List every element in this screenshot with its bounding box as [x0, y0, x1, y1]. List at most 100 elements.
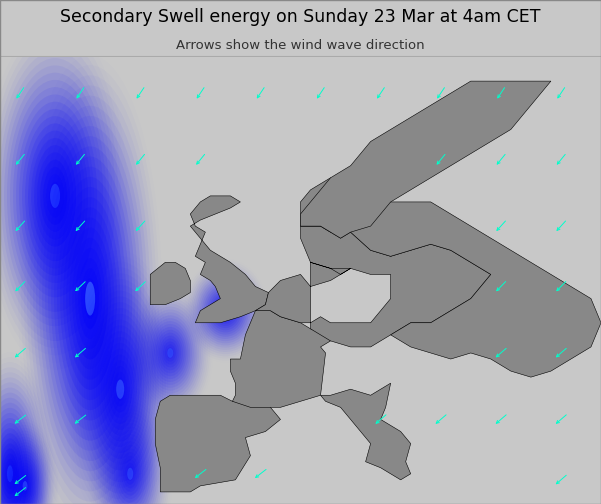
- Ellipse shape: [94, 326, 147, 453]
- Ellipse shape: [87, 308, 154, 470]
- Ellipse shape: [75, 248, 105, 349]
- Ellipse shape: [0, 433, 25, 504]
- Polygon shape: [255, 226, 491, 347]
- Ellipse shape: [0, 413, 32, 504]
- Ellipse shape: [78, 258, 102, 339]
- Ellipse shape: [28, 131, 82, 261]
- Ellipse shape: [1, 449, 19, 499]
- Ellipse shape: [5, 445, 45, 504]
- Ellipse shape: [168, 350, 172, 356]
- Ellipse shape: [34, 145, 76, 246]
- Ellipse shape: [113, 372, 127, 407]
- Ellipse shape: [36, 116, 144, 481]
- Ellipse shape: [101, 343, 139, 435]
- Ellipse shape: [123, 459, 138, 488]
- Polygon shape: [230, 310, 331, 407]
- Ellipse shape: [11, 457, 40, 504]
- Ellipse shape: [51, 167, 129, 430]
- Ellipse shape: [43, 167, 67, 225]
- Ellipse shape: [121, 456, 139, 492]
- Ellipse shape: [145, 312, 195, 394]
- Ellipse shape: [6, 448, 44, 504]
- Ellipse shape: [69, 227, 111, 369]
- Ellipse shape: [40, 160, 70, 232]
- Ellipse shape: [207, 289, 243, 333]
- Ellipse shape: [152, 324, 188, 382]
- Ellipse shape: [16, 469, 34, 503]
- Ellipse shape: [213, 295, 238, 326]
- Ellipse shape: [148, 318, 192, 388]
- Ellipse shape: [96, 331, 144, 447]
- Ellipse shape: [0, 408, 34, 504]
- Ellipse shape: [103, 349, 137, 430]
- Ellipse shape: [163, 341, 177, 364]
- Ellipse shape: [115, 377, 125, 401]
- Ellipse shape: [224, 308, 227, 313]
- Ellipse shape: [13, 94, 97, 297]
- Ellipse shape: [31, 138, 79, 254]
- Ellipse shape: [63, 207, 117, 390]
- Ellipse shape: [211, 293, 240, 328]
- Ellipse shape: [16, 102, 94, 290]
- Ellipse shape: [120, 452, 141, 495]
- Ellipse shape: [12, 460, 38, 504]
- Ellipse shape: [109, 430, 152, 504]
- Polygon shape: [320, 383, 410, 480]
- Ellipse shape: [37, 152, 73, 239]
- Ellipse shape: [150, 321, 190, 385]
- Ellipse shape: [22, 480, 28, 492]
- Ellipse shape: [1, 66, 109, 327]
- Ellipse shape: [106, 354, 135, 424]
- Ellipse shape: [156, 330, 185, 376]
- Ellipse shape: [7, 465, 13, 482]
- Ellipse shape: [13, 463, 37, 504]
- Ellipse shape: [0, 438, 23, 504]
- Ellipse shape: [0, 398, 37, 504]
- Ellipse shape: [4, 73, 106, 319]
- Ellipse shape: [85, 282, 95, 316]
- Ellipse shape: [0, 403, 35, 504]
- Ellipse shape: [222, 306, 229, 315]
- Ellipse shape: [81, 268, 99, 329]
- Ellipse shape: [222, 307, 228, 314]
- Ellipse shape: [127, 467, 134, 481]
- Ellipse shape: [84, 278, 96, 319]
- Text: Arrows show the wind wave direction: Arrows show the wind wave direction: [176, 39, 425, 52]
- Ellipse shape: [111, 434, 150, 504]
- Ellipse shape: [216, 300, 234, 322]
- Ellipse shape: [4, 443, 47, 504]
- Polygon shape: [155, 395, 281, 492]
- Ellipse shape: [57, 187, 123, 410]
- Ellipse shape: [159, 336, 181, 370]
- Text: Secondary Swell energy on Sunday 23 Mar at 4am CET: Secondary Swell energy on Sunday 23 Mar …: [60, 8, 541, 26]
- Ellipse shape: [3, 454, 17, 494]
- Ellipse shape: [54, 177, 126, 420]
- Ellipse shape: [15, 466, 35, 504]
- Ellipse shape: [19, 474, 31, 497]
- Ellipse shape: [23, 483, 26, 489]
- Ellipse shape: [66, 217, 114, 380]
- Ellipse shape: [45, 146, 135, 451]
- Ellipse shape: [209, 291, 242, 330]
- Ellipse shape: [147, 316, 194, 391]
- Ellipse shape: [129, 470, 132, 477]
- Ellipse shape: [0, 393, 39, 504]
- Ellipse shape: [7, 464, 14, 484]
- Ellipse shape: [197, 276, 254, 345]
- Ellipse shape: [87, 288, 93, 309]
- Ellipse shape: [72, 238, 108, 359]
- Ellipse shape: [114, 441, 147, 504]
- Ellipse shape: [118, 449, 143, 499]
- Ellipse shape: [8, 451, 42, 504]
- Ellipse shape: [18, 471, 32, 500]
- Ellipse shape: [154, 327, 186, 379]
- Ellipse shape: [166, 347, 174, 359]
- Ellipse shape: [127, 468, 133, 480]
- Ellipse shape: [22, 116, 88, 276]
- Ellipse shape: [20, 477, 29, 494]
- Ellipse shape: [167, 348, 173, 358]
- Ellipse shape: [89, 314, 151, 465]
- Ellipse shape: [108, 360, 132, 418]
- Ellipse shape: [218, 302, 233, 320]
- Ellipse shape: [0, 418, 30, 504]
